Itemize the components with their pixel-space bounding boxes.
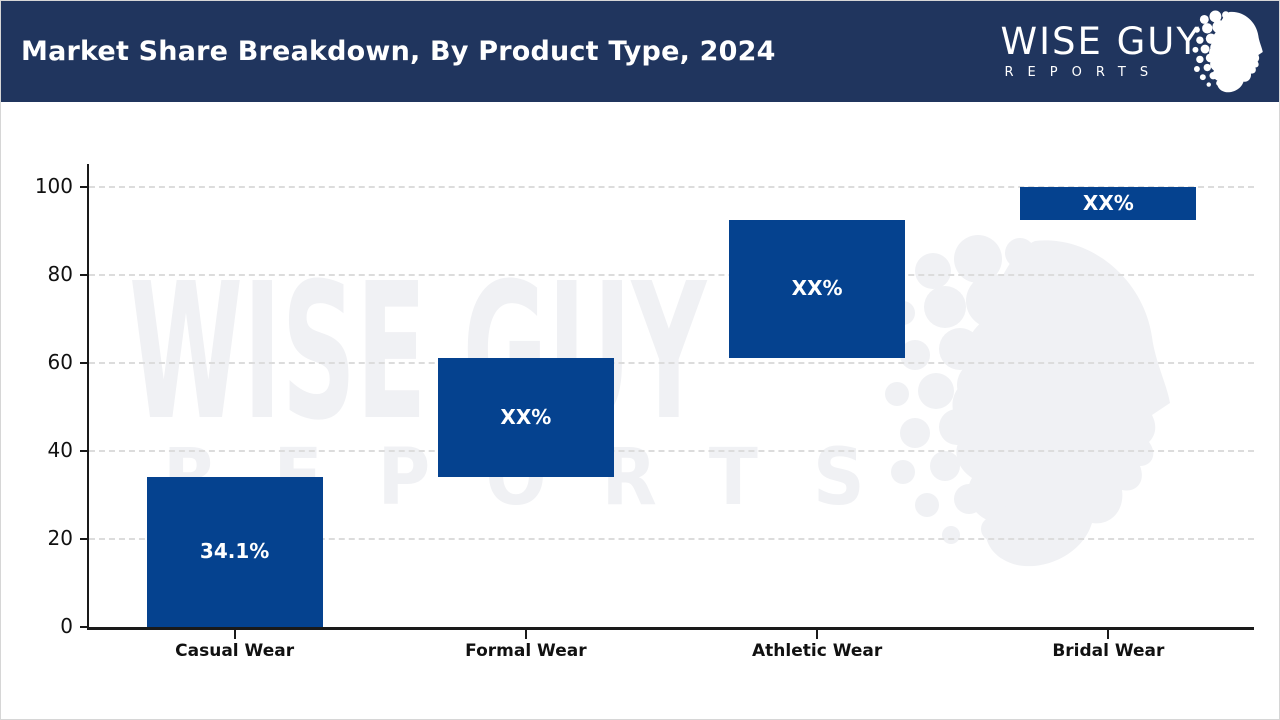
bar-value-label: 34.1% — [199, 538, 270, 563]
y-tick-mark — [80, 538, 89, 540]
y-tick-label: 60 — [47, 350, 73, 374]
y-tick-label: 0 — [60, 614, 73, 638]
bar-value-label: XX% — [500, 404, 552, 429]
x-tick-mark — [1107, 630, 1110, 639]
x-tick-mark — [816, 630, 819, 639]
waterfall-bar — [729, 220, 906, 359]
category-label: Formal Wear — [465, 641, 587, 661]
gridline — [89, 538, 1254, 540]
y-tick-mark — [80, 274, 89, 276]
wiseguy-logo: WISE GUY REPORTS — [1001, 9, 1265, 95]
logo-subtitle: REPORTS — [1004, 65, 1163, 80]
y-tick-mark — [80, 362, 89, 364]
gridline — [89, 274, 1254, 276]
category-label: Athletic Wear — [752, 641, 883, 661]
x-tick-mark — [233, 630, 236, 639]
header-bar: Market Share Breakdown, By Product Type,… — [1, 1, 1279, 102]
y-tick-mark — [80, 626, 89, 628]
y-axis — [87, 164, 89, 630]
y-tick-label: 20 — [47, 526, 73, 550]
category-label: Bridal Wear — [1052, 641, 1165, 661]
bar-value-label: XX% — [791, 276, 843, 301]
y-tick-label: 100 — [34, 174, 73, 198]
gridline — [89, 450, 1254, 452]
category-label: Casual Wear — [175, 641, 295, 661]
waterfall-bar — [437, 358, 614, 477]
y-tick-mark — [80, 450, 89, 452]
logo-text: WISE GUY REPORTS — [1001, 23, 1201, 80]
y-tick-mark — [80, 186, 89, 188]
y-tick-label: 40 — [47, 438, 73, 462]
logo-wordmark: WISE GUY — [1000, 20, 1201, 63]
gridline — [89, 186, 1254, 188]
page-title: Market Share Breakdown, By Product Type,… — [21, 36, 776, 67]
x-tick-mark — [524, 630, 527, 639]
bar-value-label: XX% — [1082, 190, 1134, 215]
y-tick-label: 80 — [47, 262, 73, 286]
waterfall-bar — [1020, 187, 1197, 221]
gridline — [89, 362, 1254, 364]
x-axis — [87, 627, 1254, 630]
waterfall-bar — [146, 476, 323, 627]
